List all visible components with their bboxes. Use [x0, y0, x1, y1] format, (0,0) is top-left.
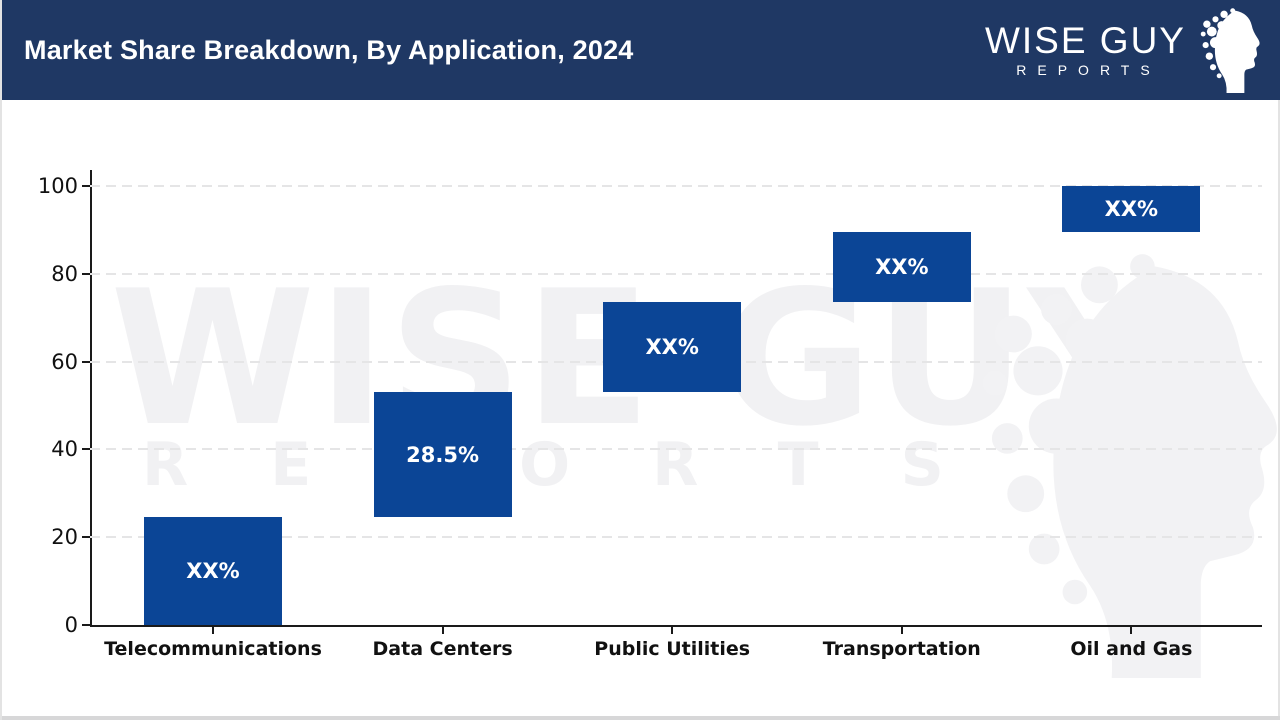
gridline-40 [90, 448, 1262, 451]
x-axis-line [90, 625, 1262, 627]
brand-wordmark: WISE GUY REPORTS [984, 19, 1186, 79]
bar-value-label: XX% [875, 255, 929, 280]
y-tick-mark [82, 536, 90, 539]
x-tick-mark [212, 627, 214, 634]
watermark-subtitle-text: REPORTS [142, 430, 1026, 500]
y-tick-label: 20 [51, 525, 78, 550]
bar-value-label: XX% [1104, 197, 1159, 222]
bottom-strip [2, 716, 1280, 720]
gridline-20 [90, 536, 1262, 539]
y-tick-label: 80 [51, 261, 78, 286]
x-tick-mark [671, 627, 674, 634]
brand-name-text: WISE GUY [984, 19, 1186, 61]
x-tick-label-oil-and-gas: Oil and Gas [1070, 638, 1193, 660]
y-tick-label: 40 [51, 437, 78, 462]
header: Market Share Breakdown, By Application, … [2, 0, 1280, 100]
y-tick-mark [82, 448, 90, 451]
bar-telecommunications: XX% [144, 517, 282, 625]
bar-value-label: 28.5% [406, 442, 480, 467]
y-tick-label: 60 [51, 349, 78, 374]
x-tick-label-public-utilities: Public Utilities [594, 638, 751, 660]
y-tick-mark [82, 272, 90, 275]
y-tick-mark [82, 360, 90, 363]
x-tick-label-data-centers: Data Centers [372, 638, 513, 660]
y-tick-label: 0 [64, 613, 78, 637]
bar-oil-and-gas: XX% [1062, 186, 1201, 233]
x-tick-label-transportation: Transportation [822, 638, 981, 660]
gridline-100 [90, 185, 1262, 187]
y-axis-line [90, 170, 92, 627]
bar-data-centers: 28.5% [373, 392, 512, 518]
x-tick-label-telecommunications: Telecommunications [104, 638, 322, 660]
bar-transportation: XX% [832, 232, 971, 303]
y-tick-mark [82, 624, 90, 626]
chart-area: WISE GUY REPORTS 0 20 40 60 80 100 XX% Telecomm… [2, 100, 1280, 716]
y-tick-label: 100 [37, 174, 78, 198]
page-title: Market Share Breakdown, By Application, … [24, 34, 634, 65]
bar-value-label: XX% [186, 559, 240, 584]
waterfall-chart: 0 20 40 60 80 100 XX% Telecommunications 28.5% Da… [2, 100, 1280, 716]
gridline-80 [90, 272, 1262, 275]
bar-value-label: XX% [645, 335, 699, 360]
x-tick-mark [1130, 627, 1133, 634]
brand-subtitle-text: REPORTS [1016, 62, 1161, 79]
brand-logo: WISE GUY REPORTS [985, 7, 1280, 93]
x-tick-mark [900, 627, 903, 634]
bar-public-utilities: XX% [603, 302, 742, 393]
x-tick-mark [441, 627, 444, 634]
y-tick-mark [82, 185, 90, 187]
dotted-head-logo-icon [1200, 8, 1260, 93]
